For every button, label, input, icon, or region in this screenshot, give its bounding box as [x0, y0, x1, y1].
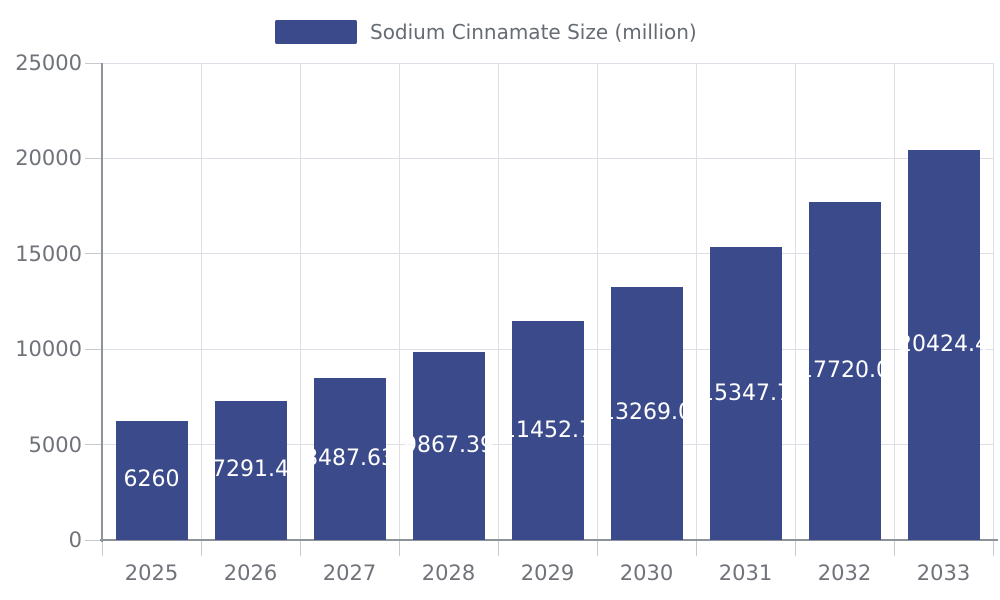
y-axis-line	[101, 63, 103, 542]
x-tick-label: 2030	[619, 561, 674, 585]
x-tick-label: 2028	[421, 561, 476, 585]
grid-line-vertical	[299, 63, 301, 540]
y-axis-tick	[85, 62, 102, 64]
x-tick-label: 2026	[223, 561, 278, 585]
bar[interactable]	[313, 378, 386, 540]
y-axis-tick	[85, 539, 102, 541]
legend-color-swatch	[275, 20, 357, 44]
bar[interactable]	[511, 321, 584, 540]
bar-value-label: 8487.63	[304, 446, 395, 472]
y-axis-tick	[85, 253, 102, 255]
bar[interactable]	[907, 150, 980, 540]
bar[interactable]	[412, 351, 485, 540]
bar-value-label: 9867.39	[403, 432, 494, 458]
x-axis-tick	[893, 541, 895, 556]
x-tick-label: 2025	[124, 561, 179, 585]
grid-line-horizontal	[102, 157, 993, 159]
bar[interactable]	[610, 286, 683, 540]
grid-line-vertical	[497, 63, 499, 540]
y-tick-label: 10000	[15, 337, 82, 362]
grid-line-vertical	[992, 63, 994, 540]
bar[interactable]	[214, 400, 287, 540]
grid-line-horizontal	[102, 253, 993, 255]
x-axis-tick	[200, 541, 202, 556]
bar-value-label: 15347.7	[700, 380, 791, 406]
grid-line-vertical	[200, 63, 202, 540]
bar[interactable]	[808, 201, 881, 540]
plot-area: 0 5000 10000 15000 20000 25000 6260 2025 7291.4 2…	[15, 51, 998, 585]
x-tick-label: 2031	[718, 561, 773, 585]
bar-value-label: 7291.4	[212, 457, 289, 483]
x-axis-line	[100, 539, 998, 541]
x-axis-tick	[794, 541, 796, 556]
grid-line-vertical	[695, 63, 697, 540]
x-tick-label: 2033	[916, 561, 971, 585]
grid-line-horizontal	[102, 62, 993, 64]
x-tick-label: 2029	[520, 561, 575, 585]
bar-value-label: 11452.7	[502, 417, 593, 443]
grid-line-vertical	[398, 63, 400, 540]
x-axis-tick	[299, 541, 301, 556]
y-axis-tick	[85, 444, 102, 446]
x-axis-tick	[497, 541, 499, 556]
grid-line-vertical	[794, 63, 796, 540]
y-axis-tick	[85, 348, 102, 350]
bar-value-label: 13269.0	[601, 400, 692, 426]
x-axis-tick	[992, 541, 994, 556]
legend-series-label: Sodium Cinnamate Size (million)	[370, 20, 697, 44]
y-tick-label: 25000	[15, 51, 82, 75]
x-axis-tick	[596, 541, 598, 556]
y-tick-label: 20000	[15, 146, 82, 171]
grid-line-vertical	[893, 63, 895, 540]
y-tick-label: 0	[68, 528, 82, 552]
x-tick-label: 2032	[817, 561, 872, 585]
bar[interactable]	[115, 420, 188, 540]
x-axis-tick	[101, 541, 103, 556]
grid-line-vertical	[596, 63, 598, 540]
x-axis-tick	[398, 541, 400, 556]
x-axis-tick	[695, 541, 697, 556]
bar[interactable]	[709, 247, 782, 540]
bar-value-label: 6260	[123, 467, 180, 493]
y-axis-tick	[85, 157, 102, 159]
legend[interactable]: Sodium Cinnamate Size (million)	[275, 18, 697, 46]
x-tick-label: 2027	[322, 561, 377, 585]
bar-value-label: 17720.0	[799, 357, 890, 383]
y-tick-label: 5000	[28, 432, 82, 457]
bar-value-label: 20424.4	[898, 332, 989, 358]
y-tick-label: 15000	[15, 241, 82, 266]
